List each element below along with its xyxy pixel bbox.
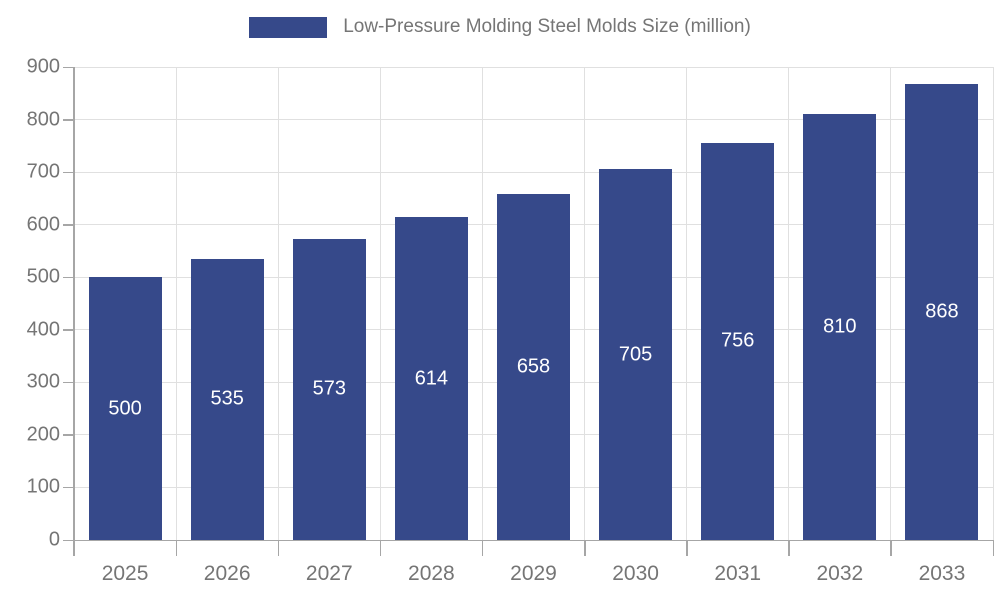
x-axis-tick: [686, 540, 688, 556]
x-tick-label: 2026: [203, 562, 251, 585]
x-axis-tick: [992, 540, 994, 556]
x-tick-label: 2032: [816, 562, 864, 585]
bar-value-label: 810: [823, 315, 857, 338]
y-axis-tick: [63, 329, 73, 331]
bar-value-label: 658: [516, 355, 551, 378]
y-tick-label: 900: [26, 55, 60, 78]
gridline-v: [175, 67, 177, 540]
bar: [803, 114, 877, 540]
y-axis-tick: [63, 119, 73, 121]
bar: [701, 142, 775, 540]
y-tick-label: 200: [26, 423, 60, 446]
x-tick-label: 2029: [510, 562, 557, 585]
y-axis-tick: [63, 224, 73, 226]
gridline-h: [74, 119, 993, 121]
y-axis-tick: [63, 66, 73, 68]
x-tick-label: 2025: [101, 562, 149, 585]
bar: [292, 238, 366, 540]
x-axis-line: [73, 539, 993, 541]
gridline-v: [788, 67, 790, 540]
bar: [497, 194, 570, 540]
bar-value-label: 500: [108, 397, 142, 420]
bar-value-label: 573: [312, 377, 346, 400]
gridline-v: [992, 67, 994, 540]
x-axis-tick: [379, 540, 382, 556]
bar-value-label: 756: [721, 329, 755, 352]
y-axis-tick: [63, 434, 73, 436]
bar: [88, 277, 162, 540]
y-axis-tick: [63, 539, 73, 541]
x-tick-label: 2027: [305, 562, 353, 585]
y-tick-label: 700: [26, 160, 60, 183]
x-tick-label: 2030: [612, 562, 659, 585]
bar: [599, 169, 673, 540]
gridline-v: [890, 67, 892, 540]
x-axis-tick: [584, 540, 586, 556]
legend-label: Low-Pressure Molding Steel Molds Size (m…: [343, 16, 751, 37]
x-axis-tick: [890, 540, 892, 556]
x-tick-label: 2033: [918, 562, 966, 585]
y-axis-line: [73, 67, 75, 556]
y-tick-label: 0: [48, 528, 60, 551]
bar-value-label: 614: [414, 367, 449, 390]
y-axis-tick: [63, 486, 73, 489]
x-axis-tick: [175, 540, 178, 556]
bar-value-label: 535: [210, 387, 244, 410]
bar: [190, 258, 264, 540]
x-axis-tick: [73, 540, 75, 556]
y-tick-label: 100: [26, 475, 60, 498]
x-axis-tick: [788, 540, 790, 556]
y-tick-label: 600: [26, 213, 60, 236]
y-tick-label: 300: [26, 370, 60, 393]
y-axis-tick: [63, 276, 73, 279]
gridline-v: [481, 67, 483, 540]
y-axis-tick: [63, 171, 73, 174]
bar-value-label: 868: [925, 300, 959, 323]
y-axis-tick: [63, 381, 73, 384]
y-tick-label: 800: [26, 108, 60, 131]
bar: [905, 83, 979, 540]
x-tick-label: 2031: [714, 562, 762, 585]
x-tick-label: 2028: [408, 562, 455, 585]
gridline-v: [584, 67, 586, 540]
x-axis-tick: [481, 540, 484, 556]
bar: [394, 217, 468, 540]
gridline-v: [379, 67, 381, 540]
y-tick-label: 500: [26, 265, 60, 288]
x-axis-tick: [277, 540, 280, 556]
legend-swatch: [249, 16, 328, 38]
gridline-v: [686, 67, 688, 540]
legend: Low-Pressure Molding Steel Molds Size (m…: [0, 16, 1000, 38]
gridline-h: [74, 66, 993, 68]
gridline-v: [277, 67, 279, 540]
y-tick-label: 400: [26, 318, 60, 341]
gridline-h: [74, 171, 993, 173]
bar-value-label: 705: [618, 343, 653, 366]
